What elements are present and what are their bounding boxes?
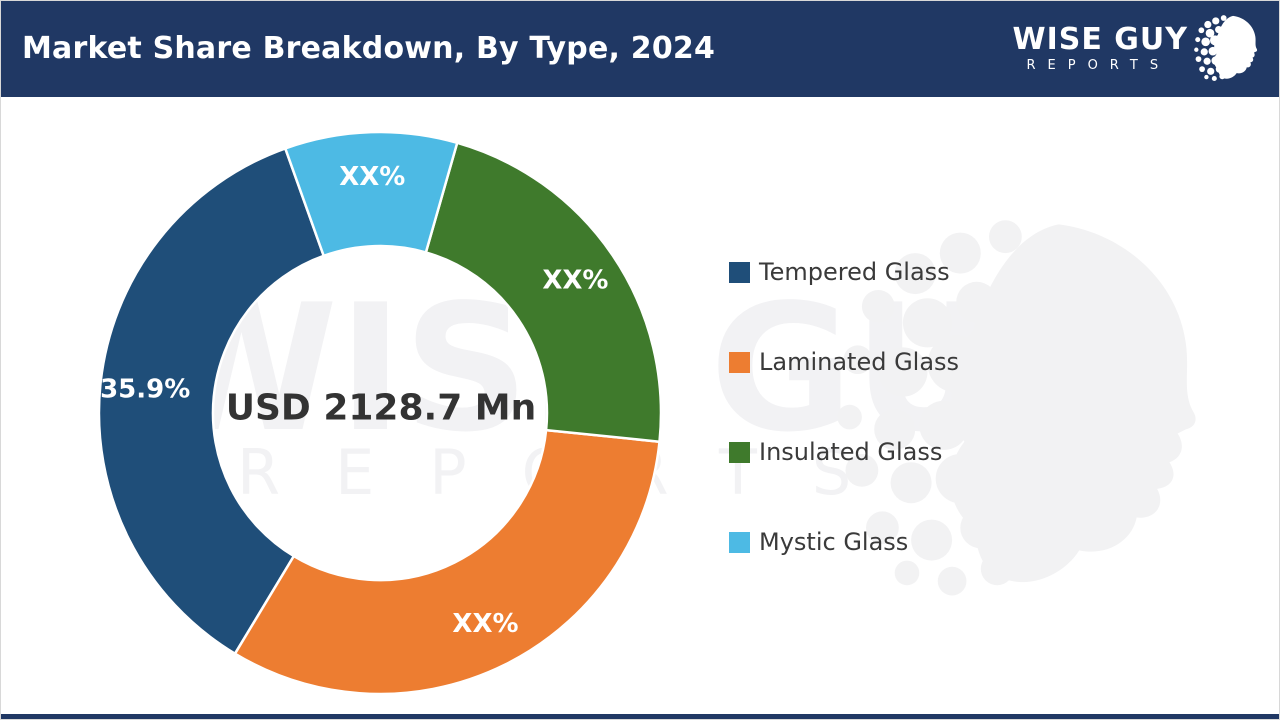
legend-item-insulated-glass: Insulated Glass — [729, 438, 959, 466]
slice-label: XX% — [339, 162, 405, 192]
legend-label-tempered: Tempered Glass — [759, 258, 950, 286]
slice-label: XX% — [452, 609, 518, 639]
legend-label-insulated: Insulated Glass — [759, 438, 943, 466]
chart-legend: Tempered Glass Laminated Glass Insulated… — [729, 258, 959, 618]
legend-swatch-mystic — [729, 531, 750, 553]
legend-item-laminated-glass: Laminated Glass — [729, 348, 959, 376]
legend-label-mystic: Mystic Glass — [759, 528, 909, 556]
donut-slice — [284, 130, 459, 258]
logo-wordmark: WISE GUY — [1012, 22, 1188, 57]
legend-item-mystic-glass: Mystic Glass — [729, 528, 959, 556]
slice-label: 35.9% — [100, 375, 190, 405]
donut-chart: 35.9% XX% XX% XX% USD 2128.7 Mn — [97, 130, 663, 696]
donut-slice — [97, 147, 325, 655]
donut-slices: 35.9% XX% XX% XX% — [97, 130, 663, 696]
logo-face-icon — [1192, 9, 1264, 89]
header-bar: Market Share Breakdown, By Type, 2024 WI… — [0, 0, 1280, 97]
legend-swatch-tempered — [729, 261, 750, 283]
legend-swatch-insulated — [729, 441, 750, 463]
donut-slice — [424, 141, 663, 443]
legend-item-tempered-glass: Tempered Glass — [729, 258, 959, 286]
wise-guy-logo: WISE GUY REPORTS — [1012, 9, 1264, 89]
legend-swatch-laminated — [729, 351, 750, 373]
donut-center-value: USD 2128.7 Mn — [226, 388, 536, 429]
footer-bar — [0, 714, 1280, 720]
page-title: Market Share Breakdown, By Type, 2024 — [22, 31, 716, 66]
logo-text: WISE GUY REPORTS — [1012, 22, 1188, 73]
legend-label-laminated: Laminated Glass — [759, 348, 960, 376]
slice-label: XX% — [542, 266, 608, 296]
donut-slice — [233, 428, 661, 696]
logo-subtitle: REPORTS — [1026, 58, 1171, 73]
